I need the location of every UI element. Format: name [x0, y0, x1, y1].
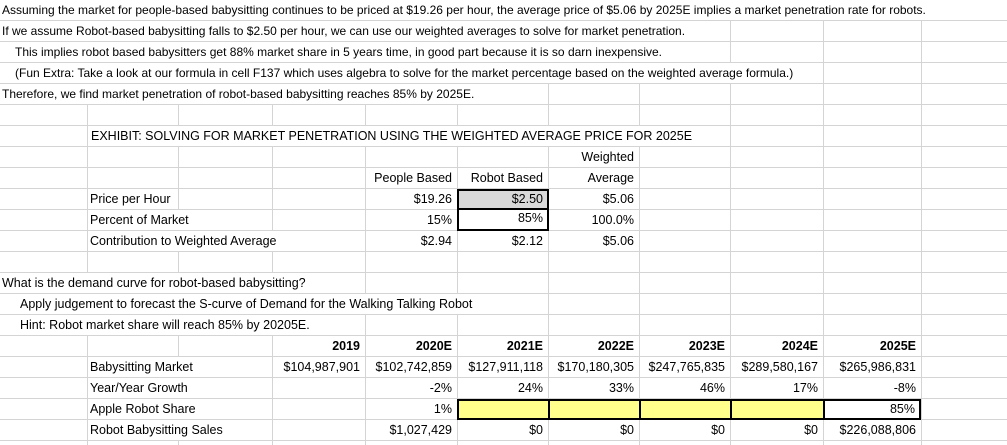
- cell-market-2020e[interactable]: $102,742,859: [375, 360, 452, 374]
- cell-growth-2024e[interactable]: 17%: [792, 381, 818, 395]
- cell-percent-weighted[interactable]: 100.0%: [591, 213, 634, 227]
- note-assuming-market[interactable]: Assuming the market for people-based bab…: [0, 0, 930, 20]
- exhibit-header-weighted-1[interactable]: Weighted: [581, 150, 634, 164]
- note-assume-robot[interactable]: If we assume Robot-based babysitting fal…: [0, 21, 690, 41]
- exhibit-header-people[interactable]: People Based: [374, 171, 452, 185]
- gridline: [639, 0, 640, 445]
- cell-sales-2021e[interactable]: $0: [529, 423, 543, 437]
- year-header-2025e[interactable]: 2025E: [879, 339, 916, 353]
- cell-share-2025e-input[interactable]: 85%: [823, 401, 919, 418]
- cell-sales-2023e[interactable]: $0: [711, 423, 725, 437]
- cell-contribution-robot[interactable]: $2.12: [511, 234, 543, 248]
- cell-sales-2020e[interactable]: $1,027,429: [389, 423, 452, 437]
- row-label-yoy-growth[interactable]: Year/Year Growth: [89, 378, 192, 398]
- gridline: [921, 0, 922, 445]
- cell-growth-2020e[interactable]: -2%: [429, 381, 452, 395]
- exhibit-row-label-price[interactable]: Price per Hour: [89, 189, 175, 209]
- note-fun-extra[interactable]: (Fun Extra: Take a look at our formula i…: [13, 63, 798, 83]
- cell-sales-2024e[interactable]: $0: [804, 423, 818, 437]
- cell-growth-2025e[interactable]: -8%: [893, 381, 916, 395]
- cell-share-2024e-input[interactable]: [730, 401, 823, 418]
- question-hint[interactable]: Hint: Robot market share will reach 85% …: [18, 315, 314, 335]
- cell-price-robot-input[interactable]: $2.50: [457, 189, 549, 210]
- cell-contribution-people[interactable]: $2.94: [420, 234, 452, 248]
- exhibit-header-robot[interactable]: Robot Based: [470, 171, 543, 185]
- gridline: [87, 0, 88, 445]
- cell-percent-robot-input[interactable]: 85%: [457, 210, 549, 231]
- cell-market-2023e[interactable]: $247,765,835: [648, 360, 725, 374]
- cell-price-people[interactable]: $19.26: [413, 192, 452, 206]
- year-header-2024e[interactable]: 2024E: [781, 339, 818, 353]
- exhibit-input-box: $2.50 85%: [457, 189, 549, 231]
- exhibit-row-label-percent[interactable]: Percent of Market: [89, 210, 193, 230]
- cell-growth-2023e[interactable]: 46%: [699, 381, 725, 395]
- cell-percent-people[interactable]: 15%: [426, 213, 452, 227]
- row-label-apple-robot-share[interactable]: Apple Robot Share: [89, 399, 200, 419]
- share-input-box: 85%: [457, 399, 921, 420]
- cell-market-2024e[interactable]: $289,580,167: [741, 360, 818, 374]
- question-demand-curve[interactable]: What is the demand curve for robot-based…: [0, 273, 310, 293]
- exhibit-header-weighted-2[interactable]: Average: [587, 171, 634, 185]
- note-therefore[interactable]: Therefore, we find market penetration of…: [0, 84, 479, 104]
- cell-share-2020e[interactable]: 1%: [433, 402, 452, 416]
- cell-share-2023e-input[interactable]: [639, 401, 730, 418]
- exhibit-row-label-contribution[interactable]: Contribution to Weighted Average: [89, 231, 281, 251]
- year-header-2021e[interactable]: 2021E: [506, 339, 543, 353]
- year-header-2020e[interactable]: 2020E: [415, 339, 452, 353]
- cell-share-2022e-input[interactable]: [548, 401, 639, 418]
- year-header-2019[interactable]: 2019: [332, 339, 360, 353]
- gridline: [823, 0, 824, 445]
- cell-market-2022e[interactable]: $170,180,305: [557, 360, 634, 374]
- cell-market-2025e[interactable]: $265,986,831: [839, 360, 916, 374]
- year-header-2023e[interactable]: 2023E: [688, 339, 725, 353]
- cell-sales-2025e[interactable]: $226,088,806: [839, 423, 916, 437]
- row-label-robot-babysitting-sales[interactable]: Robot Babysitting Sales: [89, 420, 227, 440]
- year-header-2022e[interactable]: 2022E: [597, 339, 634, 353]
- cell-growth-2021e[interactable]: 24%: [517, 381, 543, 395]
- gridline: [272, 0, 273, 445]
- note-implies-share[interactable]: This implies robot based babysitters get…: [13, 42, 666, 62]
- cell-price-weighted[interactable]: $5.06: [602, 192, 634, 206]
- cell-contribution-weighted[interactable]: $5.06: [602, 234, 634, 248]
- cell-share-2021e-input[interactable]: [459, 401, 548, 418]
- question-apply-judgement[interactable]: Apply judgement to forecast the S-curve …: [18, 294, 477, 314]
- row-label-babysitting-market[interactable]: Babysitting Market: [89, 357, 197, 377]
- gridline: [365, 0, 366, 445]
- gridline: [730, 0, 731, 445]
- exhibit-title[interactable]: EXHIBIT: SOLVING FOR MARKET PENETRATION …: [89, 126, 697, 146]
- cell-sales-2022e[interactable]: $0: [620, 423, 634, 437]
- cell-market-2021e[interactable]: $127,911,118: [468, 360, 543, 374]
- cell-market-2019[interactable]: $104,987,901: [283, 360, 360, 374]
- cell-growth-2022e[interactable]: 33%: [608, 381, 634, 395]
